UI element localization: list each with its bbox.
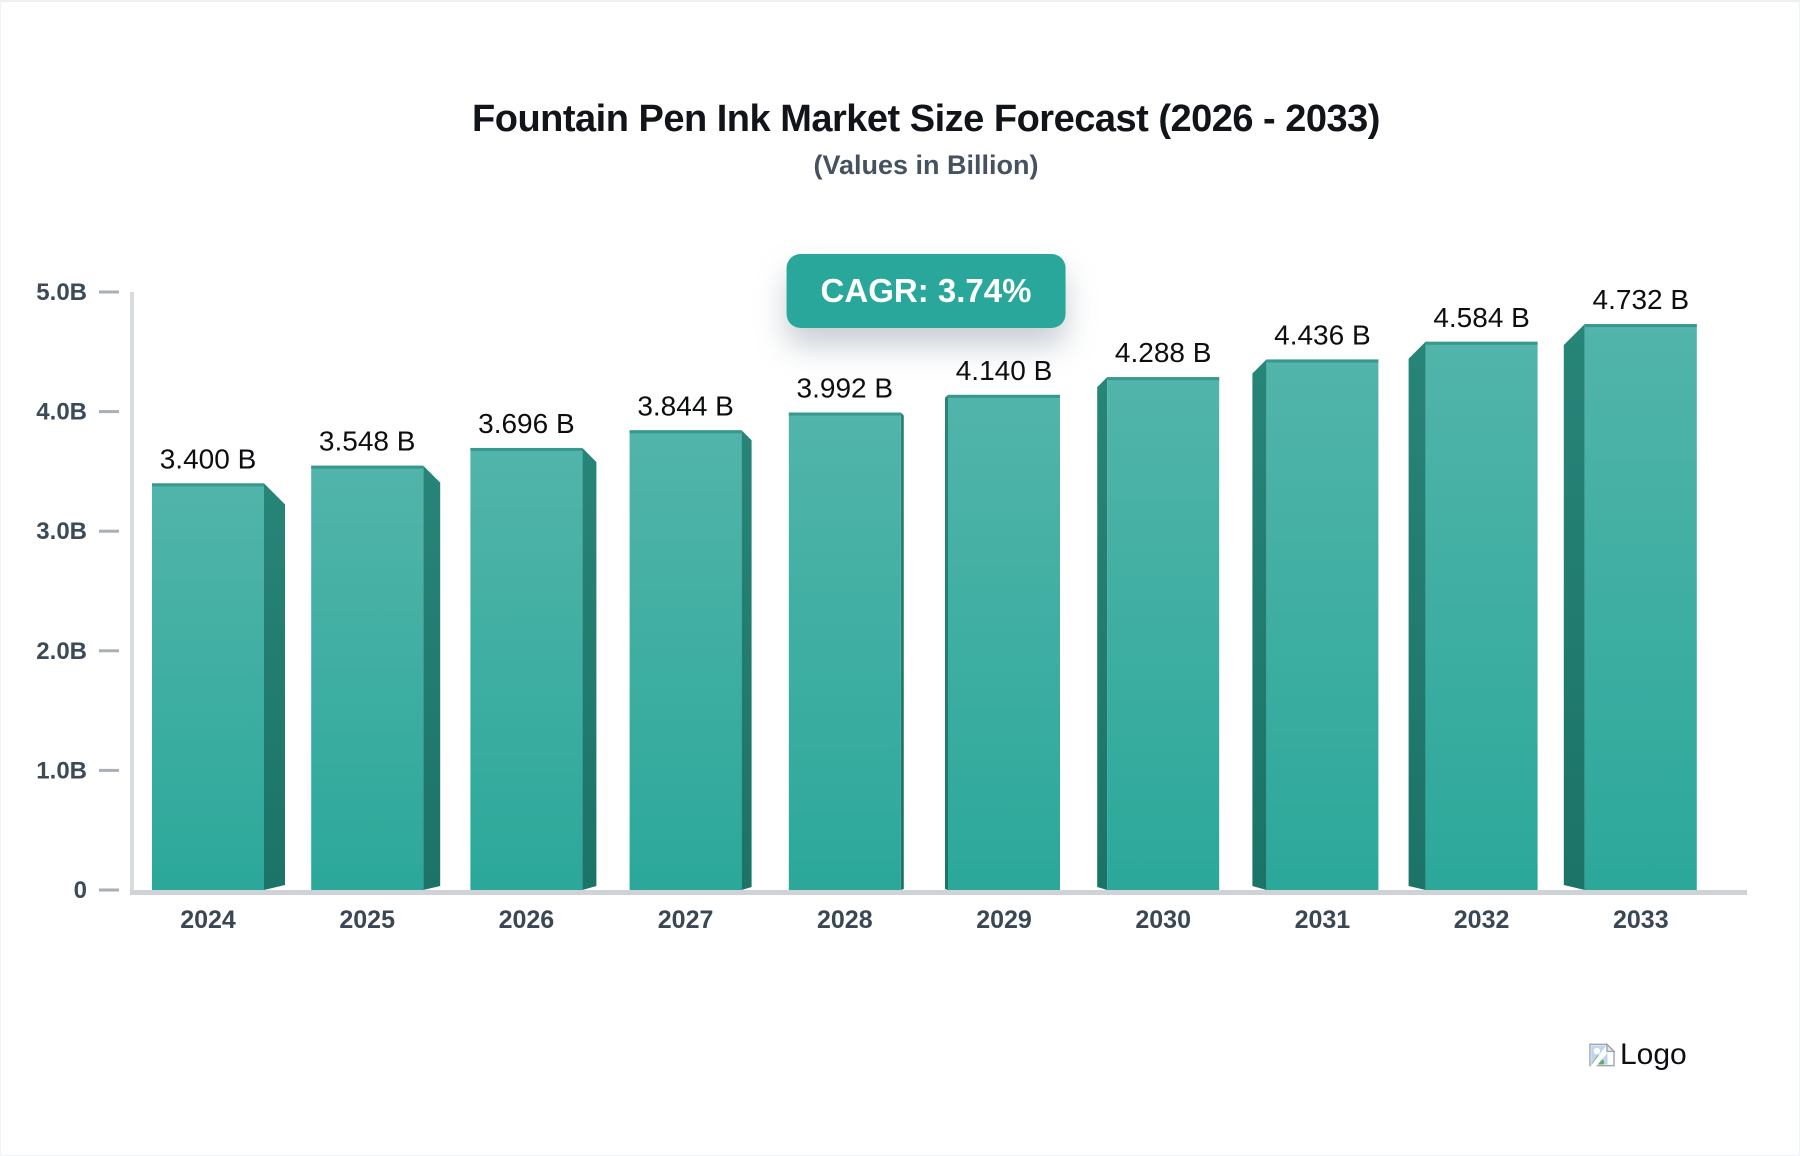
y-tick-label: 5.0B xyxy=(36,279,87,306)
bar-top-edge xyxy=(1266,359,1379,363)
bar-top-edge xyxy=(1584,324,1697,328)
bar-top-edge xyxy=(311,465,424,469)
bar-value-label: 4.288 B xyxy=(1115,337,1212,368)
bar-top-edge xyxy=(788,412,901,416)
y-tick-label: 2.0B xyxy=(36,638,87,665)
bar-2024: 3.400 B 2024 xyxy=(152,443,285,934)
logo-text: Logo xyxy=(1620,1038,1687,1071)
bar-side-face xyxy=(423,465,441,890)
y-tick xyxy=(99,410,119,414)
bar-value-label: 4.584 B xyxy=(1433,302,1530,333)
bar-face xyxy=(629,430,742,890)
bar-top-edge xyxy=(152,483,264,487)
bar-2026: 3.696 B 2026 xyxy=(470,408,597,934)
x-tick-label: 2026 xyxy=(499,906,555,934)
x-tick-label: 2033 xyxy=(1613,906,1669,934)
bar-top-edge xyxy=(1107,377,1220,381)
chart-subtitle: (Values in Billion) xyxy=(813,150,1039,180)
bar-top-edge xyxy=(1425,341,1538,345)
bar-face xyxy=(311,465,424,890)
logo: Logo xyxy=(1585,1038,1687,1072)
y-tick xyxy=(99,649,119,653)
bar-value-label: 3.992 B xyxy=(797,373,894,404)
bar-2033: 4.732 B 2033 xyxy=(1563,284,1697,934)
bar-face xyxy=(1266,359,1379,890)
bar-value-label: 3.696 B xyxy=(478,408,575,439)
bar-face xyxy=(788,412,901,890)
bar-value-label: 4.436 B xyxy=(1274,319,1371,350)
bar-2029: 4.140 B 2029 xyxy=(945,355,1060,934)
x-tick-label: 2029 xyxy=(976,906,1032,934)
bar-value-label: 3.400 B xyxy=(160,443,257,474)
chart-title: Fountain Pen Ink Market Size Forecast (2… xyxy=(472,98,1380,140)
cagr-badge: CAGR: 3.74% xyxy=(786,254,1066,328)
bar-value-label: 3.844 B xyxy=(637,390,734,421)
bar-side-face xyxy=(264,483,285,890)
bar-side-face xyxy=(945,394,948,890)
bar-value-label: 3.548 B xyxy=(319,426,416,457)
y-tick xyxy=(99,529,119,533)
x-axis-baseline xyxy=(130,890,1747,895)
y-tick-label: 4.0B xyxy=(36,399,87,426)
bar-top-edge xyxy=(470,447,583,451)
bar-2031: 4.436 B 2031 xyxy=(1252,319,1379,934)
bar-side-face xyxy=(1097,377,1108,890)
y-tick xyxy=(99,768,119,772)
y-tick-label: 3.0B xyxy=(36,518,87,545)
bar-face xyxy=(1107,377,1220,890)
bar-2028: 3.992 B 2028 xyxy=(788,373,904,934)
bar-face xyxy=(1425,341,1538,890)
x-tick-label: 2028 xyxy=(817,906,873,934)
x-tick-label: 2030 xyxy=(1135,906,1191,934)
bar-2030: 4.288 B 2030 xyxy=(1097,337,1220,934)
x-tick-label: 2032 xyxy=(1454,906,1510,934)
bar-side-face xyxy=(1252,359,1267,890)
bar-side-face xyxy=(582,447,597,890)
broken-image-icon xyxy=(1589,1042,1616,1069)
bar-value-label: 4.732 B xyxy=(1593,284,1690,315)
bar-face xyxy=(152,483,264,890)
bar-face xyxy=(948,394,1060,890)
x-tick-label: 2025 xyxy=(339,906,395,934)
bar-top-edge xyxy=(629,430,742,434)
y-tick xyxy=(99,290,119,294)
bar-value-label: 4.140 B xyxy=(956,355,1053,386)
y-tick-label: 0 xyxy=(74,877,87,904)
bar-top-edge xyxy=(948,394,1060,398)
x-tick-label: 2031 xyxy=(1295,906,1351,934)
x-tick-label: 2024 xyxy=(180,906,236,934)
bar-2025: 3.548 B 2025 xyxy=(311,426,441,934)
x-tick-label: 2027 xyxy=(658,906,714,934)
bar-side-face xyxy=(900,412,904,890)
bar-2027: 3.844 B 2027 xyxy=(629,390,752,934)
bar-2032: 4.584 B 2032 xyxy=(1408,302,1538,934)
bar-face xyxy=(1584,324,1697,890)
y-tick-label: 1.0B xyxy=(36,757,87,784)
bar-side-face xyxy=(741,430,752,890)
bar-side-face xyxy=(1408,341,1426,890)
y-axis-line xyxy=(130,292,134,893)
y-tick xyxy=(99,888,119,892)
bar-face xyxy=(470,447,583,890)
bar-side-face xyxy=(1563,324,1585,890)
